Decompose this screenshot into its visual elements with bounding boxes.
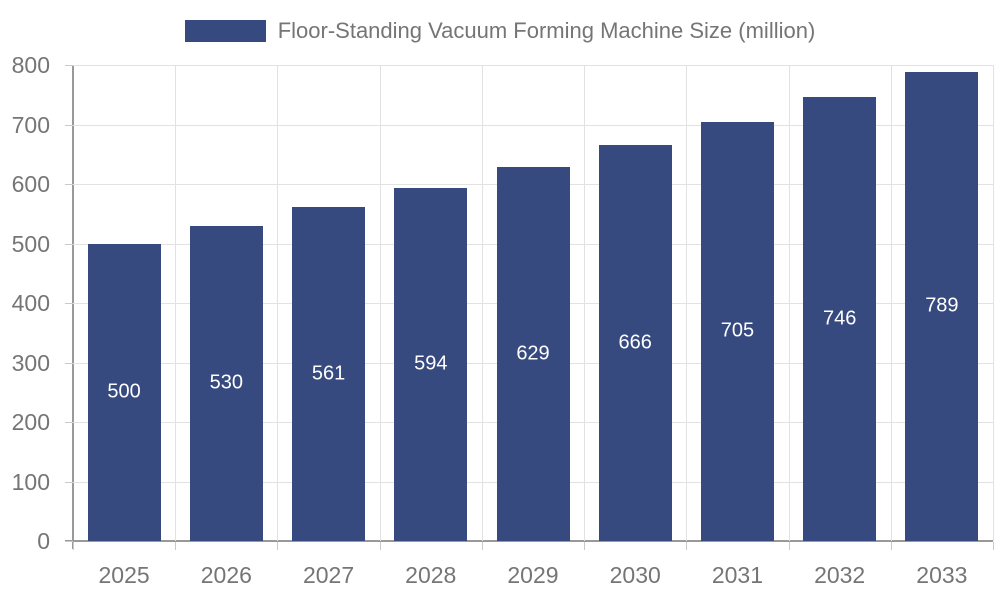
gridline-vertical (584, 65, 586, 541)
y-axis-tick (65, 243, 73, 245)
gridline-vertical (277, 65, 279, 541)
x-tick-label: 2027 (302, 562, 355, 588)
gridline-vertical (993, 65, 994, 541)
y-axis-tick (65, 124, 73, 126)
gridline-vertical (890, 65, 892, 541)
y-tick-label: 200 (11, 409, 50, 435)
x-axis-tick (584, 542, 586, 550)
gridline-horizontal (73, 65, 993, 66)
x-axis-tick (481, 542, 483, 550)
x-tick-label: 2028 (405, 562, 457, 588)
bar-value-label: 594 (414, 352, 448, 375)
x-axis-tick (175, 542, 177, 550)
x-axis-tick (73, 542, 74, 550)
bar-value-label: 500 (107, 380, 141, 403)
y-tick-label: 600 (11, 171, 50, 197)
y-axis-tick (65, 184, 73, 185)
x-tick-label: 2033 (916, 562, 968, 588)
y-tick-label: 0 (37, 528, 50, 554)
y-tick-label: 100 (11, 468, 50, 495)
gridline-vertical (788, 65, 790, 541)
x-tick-label: 2026 (200, 562, 252, 588)
bar-value-label: 629 (516, 342, 550, 365)
legend-label: Floor-Standing Vacuum Forming Machine Si… (277, 18, 816, 43)
bar[interactable] (598, 144, 672, 541)
x-tick-label: 2025 (98, 562, 150, 588)
legend[interactable]: Floor-Standing Vacuum Forming Machine Si… (0, 18, 1000, 44)
bar-value-label: 789 (925, 294, 959, 317)
bar[interactable] (292, 207, 366, 541)
bar-value-label: 666 (618, 331, 652, 354)
bar[interactable] (700, 121, 774, 541)
x-tick-label: 2030 (609, 562, 661, 588)
y-axis-tick (65, 541, 73, 542)
x-axis-tick (277, 542, 279, 550)
x-axis-tick (788, 542, 790, 550)
x-tick-label: 2029 (507, 562, 559, 588)
y-tick-label: 500 (11, 230, 50, 257)
y-axis-tick (65, 65, 73, 66)
y-axis-tick (65, 303, 73, 304)
y-tick-label: 800 (11, 52, 50, 78)
gridline-vertical (175, 65, 177, 541)
bar-value-label: 705 (720, 319, 755, 342)
gridline-vertical (379, 65, 381, 541)
y-tick-label: 300 (11, 349, 50, 376)
gridline-horizontal (73, 124, 993, 126)
bar[interactable] (87, 243, 161, 541)
bar[interactable] (189, 225, 263, 541)
x-axis-tick (379, 542, 381, 550)
x-tick-label: 2031 (711, 562, 764, 588)
x-axis-tick (993, 542, 994, 550)
plot-area: 0 100 200 300 400 500 600 700 800 500 2025 530 2026 5… (12, 52, 994, 588)
y-axis-tick (65, 481, 73, 483)
bar-value-label: 530 (209, 371, 244, 394)
gridline-vertical (481, 65, 483, 541)
bar[interactable] (905, 71, 979, 541)
x-tick-label: 2032 (814, 562, 866, 588)
bar[interactable] (394, 187, 468, 541)
bar[interactable] (496, 166, 570, 541)
bar[interactable] (803, 97, 877, 541)
bar-value-label: 746 (822, 307, 857, 330)
legend-swatch[interactable] (184, 20, 266, 42)
y-axis-tick (65, 362, 73, 364)
x-axis-tick (890, 542, 892, 550)
x-axis-tick (686, 542, 688, 550)
y-axis-line (72, 65, 74, 549)
x-axis-line (65, 540, 993, 542)
y-tick-label: 700 (11, 111, 50, 138)
y-axis-tick (65, 422, 73, 423)
y-tick-label: 400 (11, 290, 50, 316)
gridline-vertical (686, 65, 688, 541)
bar-value-label: 561 (311, 362, 346, 385)
